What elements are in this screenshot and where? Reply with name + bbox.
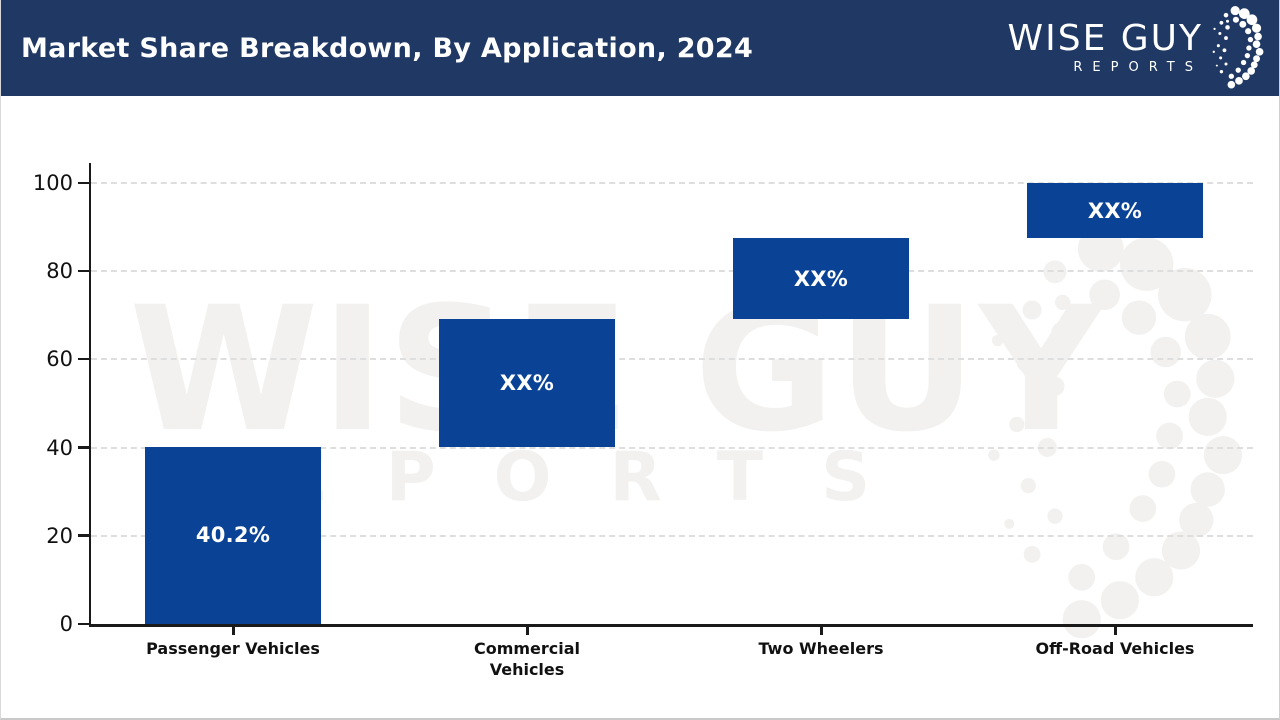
bar-value-label: XX% (793, 266, 849, 291)
watermark: WISE GUY REPORTS (1, 96, 1279, 718)
wiseguy-logo-subtitle: REPORTS (1073, 60, 1203, 75)
chart-title: Market Share Breakdown, By Application, … (21, 32, 754, 64)
y-tick-label: 60 (46, 347, 73, 372)
category-label-two-wheelers: Two Wheelers (691, 638, 951, 659)
category-label-line: Off-Road Vehicles (1035, 639, 1195, 658)
category-label-line: Passenger Vehicles (146, 639, 320, 658)
gridline-20 (91, 534, 1253, 537)
y-axis-tick (78, 446, 89, 449)
bar-value-label: 40.2% (195, 523, 271, 548)
x-axis-tick (232, 627, 235, 635)
gridline-100 (91, 182, 1253, 184)
wiseguy-head-icon (1212, 6, 1264, 89)
y-axis-tick (78, 357, 89, 361)
y-axis-tick (78, 534, 89, 537)
gridline-80 (91, 270, 1253, 273)
y-tick-label: 100 (32, 171, 73, 195)
bar-passenger-vehicles: 40.2% (145, 446, 321, 624)
category-label-passenger-vehicles: Passenger Vehicles (103, 638, 363, 659)
bar-two-wheelers: XX% (733, 238, 909, 320)
y-axis-tick (78, 269, 89, 273)
y-tick-label: 40 (46, 435, 73, 460)
y-tick-label: 80 (46, 259, 73, 284)
gridline-60 (91, 358, 1253, 361)
x-axis-tick (1114, 627, 1117, 635)
bar-commercial-vehicles: XX% (439, 319, 615, 447)
y-tick-label: 20 (46, 523, 73, 548)
gridline-40 (91, 446, 1253, 449)
category-label-line: Vehicles (489, 660, 565, 680)
bar-off-road-vehicles: XX% (1027, 183, 1203, 239)
watermark-wordmark: WISE GUY (129, 269, 1106, 470)
category-label-line: Two Wheelers (758, 639, 884, 658)
x-axis-tick (526, 627, 529, 635)
category-label-line: Commercial (473, 639, 581, 658)
y-axis-tick (78, 181, 89, 184)
y-axis-tick (78, 622, 89, 625)
bar-value-label: XX% (1087, 198, 1143, 223)
wiseguy-logo: WISE GUY REPORTS (1008, 6, 1266, 90)
category-label-commercial-vehicles: Commercial Vehicles (397, 638, 657, 680)
y-tick-label: 0 (59, 612, 73, 636)
header-bar: Market Share Breakdown, By Application, … (1, 0, 1279, 96)
x-axis-tick (820, 627, 823, 635)
category-label-off-road-vehicles: Off-Road Vehicles (985, 638, 1245, 659)
wiseguy-logo-wordmark: WISE GUY (1007, 18, 1203, 59)
plot-area: 0 20 40 60 80 100 40.2% Passenger Vehicles XX% Co… (33, 163, 1253, 679)
bar-value-label: XX% (499, 371, 555, 395)
wiseguy-logo-text: WISE GUY REPORTS (1007, 18, 1204, 76)
